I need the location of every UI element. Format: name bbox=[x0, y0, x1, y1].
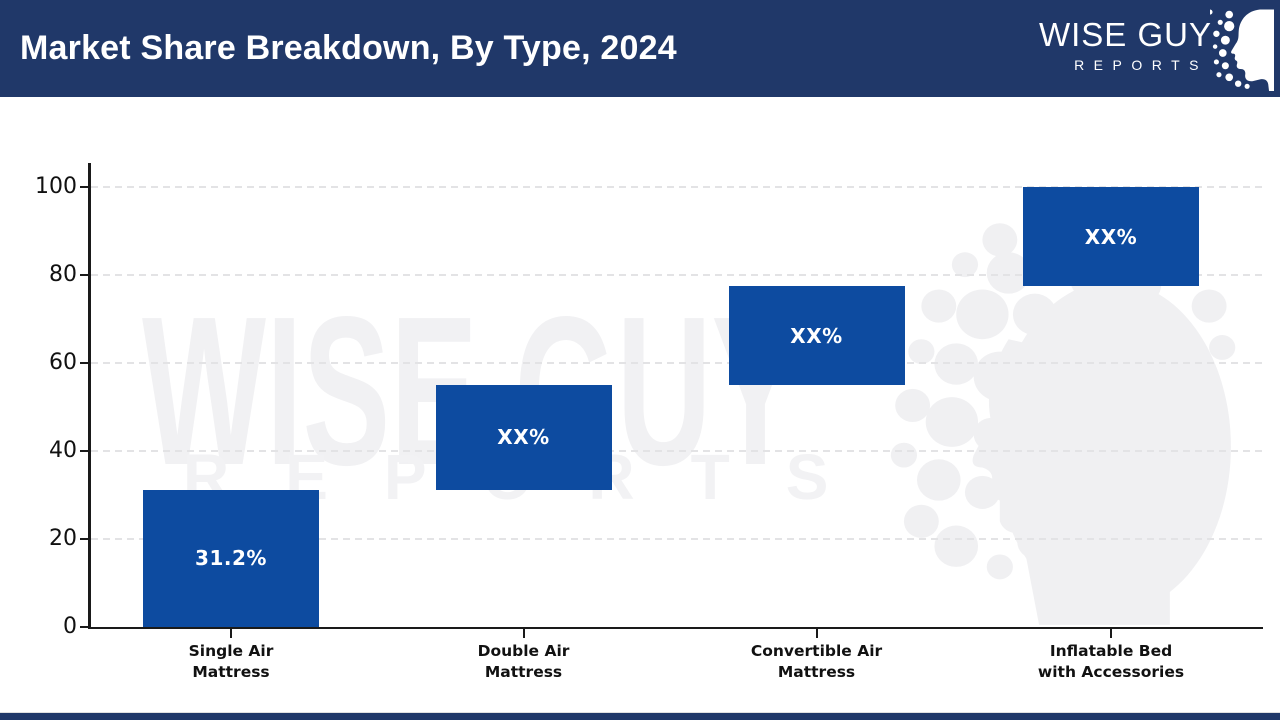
y-gridline bbox=[91, 450, 1263, 452]
y-gridline bbox=[91, 186, 1263, 188]
waterfall-bar-segment: XX% bbox=[435, 385, 612, 490]
y-tick bbox=[80, 450, 89, 452]
brand-logo-wordmark: WISE GUY bbox=[1038, 16, 1212, 53]
brand-logo: WISE GUY REPORTS bbox=[1020, 0, 1280, 97]
y-tick-label: 40 bbox=[49, 438, 77, 463]
x-tick bbox=[522, 629, 525, 638]
bar-value-label: 31.2% bbox=[195, 546, 267, 571]
y-tick bbox=[80, 626, 89, 628]
y-gridline bbox=[91, 362, 1263, 364]
waterfall-bar-segment: XX% bbox=[728, 286, 905, 385]
y-axis-line bbox=[88, 163, 91, 627]
x-category-label-line: Convertible Air bbox=[750, 642, 883, 660]
y-tick bbox=[80, 362, 89, 364]
x-category-label: Convertible Air Mattress bbox=[697, 641, 937, 683]
y-tick-label: 60 bbox=[49, 350, 77, 375]
footer-band bbox=[0, 712, 1280, 720]
bar-value-label: XX% bbox=[790, 323, 843, 348]
page-title: Market Share Breakdown, By Type, 2024 bbox=[20, 29, 677, 67]
x-tick bbox=[230, 629, 232, 638]
header-band: Market Share Breakdown, By Type, 2024 WI… bbox=[0, 0, 1280, 97]
x-category-label-line: Mattress bbox=[192, 663, 270, 681]
dotted-face-profile-icon bbox=[1210, 9, 1274, 91]
brand-logo-subtext: REPORTS bbox=[1074, 57, 1208, 73]
x-axis-line bbox=[88, 626, 1263, 629]
y-tick bbox=[80, 186, 89, 188]
x-category-label: Single Air Mattress bbox=[111, 641, 351, 683]
y-tick bbox=[80, 274, 89, 276]
x-category-label-line: Double Air bbox=[477, 642, 570, 660]
waterfall-bar-segment: XX% bbox=[1023, 187, 1199, 286]
y-tick bbox=[80, 538, 89, 540]
y-tick-label: 100 bbox=[35, 174, 77, 199]
y-gridline bbox=[91, 274, 1263, 276]
x-category-label-line: Inflatable Bed bbox=[1049, 642, 1173, 660]
y-tick-label: 20 bbox=[49, 526, 77, 551]
x-category-label-line: with Accessories bbox=[1037, 663, 1185, 681]
x-category-label: Inflatable Bed with Accessories bbox=[991, 641, 1231, 683]
waterfall-bar-segment: 31.2% bbox=[143, 489, 319, 627]
y-gridline bbox=[91, 538, 1263, 540]
x-category-label-line: Mattress bbox=[777, 663, 856, 681]
y-tick-label: 0 bbox=[63, 614, 77, 639]
x-category-label: Double Air Mattress bbox=[404, 641, 644, 683]
bar-value-label: XX% bbox=[497, 425, 550, 450]
x-tick bbox=[815, 629, 818, 638]
y-tick-label: 80 bbox=[49, 262, 77, 287]
x-category-label-line: Mattress bbox=[484, 663, 563, 681]
x-tick bbox=[1110, 629, 1112, 638]
bar-value-label: XX% bbox=[1084, 224, 1138, 249]
x-category-label-line: Single Air bbox=[188, 642, 274, 660]
